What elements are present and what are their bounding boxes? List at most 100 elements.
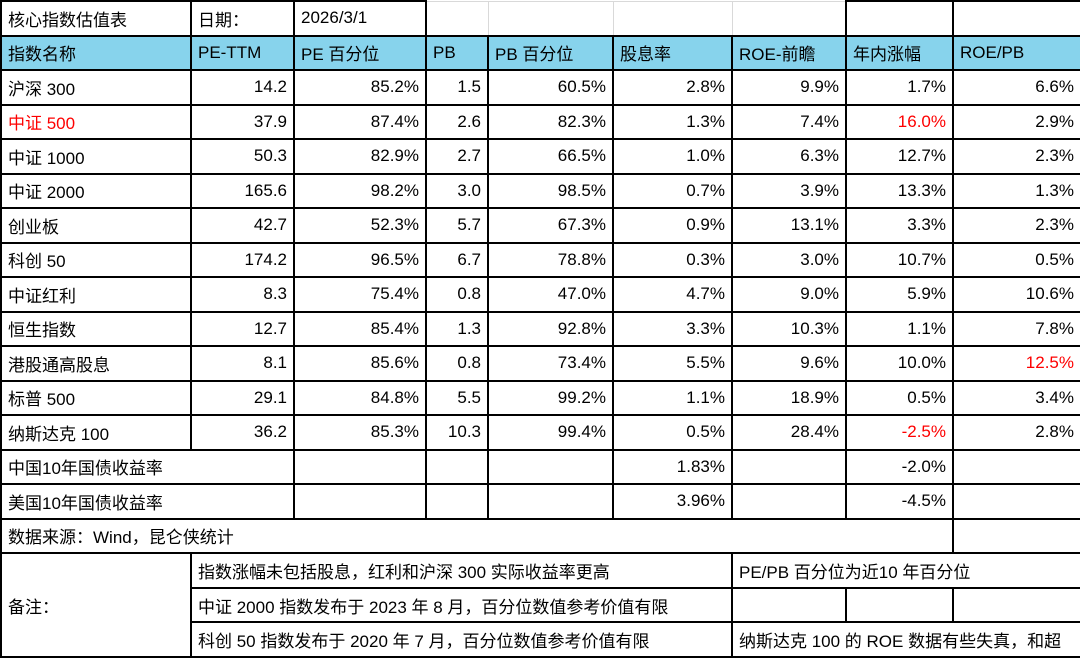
- header-pe-percentile: PE 百分位: [293, 34, 427, 72]
- date-value-cell: 2026/3/1: [293, 0, 427, 37]
- cell-pe-ttm: 8.3: [190, 276, 295, 313]
- cell-pe-ttm: 42.7: [190, 207, 295, 244]
- cell-roe-pb: 12.5%: [952, 345, 1080, 382]
- remark-note-1: 指数涨幅未包括股息，红利和沪深 300 实际收益率更高: [190, 552, 733, 589]
- cell-pb-percentile: 78.8%: [487, 241, 614, 279]
- cell-roe-pb: 2.8%: [952, 414, 1080, 451]
- cell-roe-pb: 2.3%: [952, 138, 1080, 175]
- cell-roe-forward: 9.6%: [731, 345, 847, 382]
- cell-pe-percentile: 52.3%: [293, 207, 427, 244]
- cell-pb: 1.3: [425, 310, 489, 348]
- cell-pb: 2.7: [425, 138, 489, 175]
- index-row-zz1000: 中证 1000 50.3 82.9% 2.7 66.5% 1.0% 6.3% 1…: [0, 138, 1080, 175]
- header-roe-forward: ROE-前瞻: [731, 34, 847, 72]
- index-row-hs300: 沪深 300 14.2 85.2% 1.5 60.5% 2.8% 9.9% 1.…: [0, 69, 1080, 106]
- header-ytd-change: 年内涨幅: [845, 34, 954, 72]
- remark-note-nasdaq: 纳斯达克 100 的 ROE 数据有些失真，和超: [731, 621, 1080, 658]
- cell-roe-forward: 10.3%: [731, 310, 847, 348]
- cell-pb-percentile: [487, 483, 614, 520]
- cell-dividend-yield: 0.3%: [612, 241, 733, 279]
- cell-ytd-change: 10.7%: [845, 241, 954, 279]
- cell-pe-ttm: 174.2: [190, 241, 295, 279]
- empty-cell: [425, 0, 489, 37]
- cell-pb-percentile: 66.5%: [487, 138, 614, 175]
- cell-pe-percentile: 87.4%: [293, 103, 427, 141]
- empty-cell: [952, 517, 1080, 555]
- cell-pb: 6.7: [425, 241, 489, 279]
- cell-pb-percentile: 73.4%: [487, 345, 614, 382]
- cell-pe-ttm: 12.7: [190, 310, 295, 348]
- cell-ytd-change: 10.0%: [845, 345, 954, 382]
- cell-ytd-change: 1.7%: [845, 69, 954, 106]
- empty-cell: [487, 0, 614, 37]
- cell-pb: 5.7: [425, 207, 489, 244]
- cell-roe-pb: 1.3%: [952, 172, 1080, 210]
- cell-roe-forward: [731, 483, 847, 520]
- cell-pe-ttm: 29.1: [190, 379, 295, 417]
- cell-dividend-yield: 2.8%: [612, 69, 733, 106]
- data-source-cell: 数据来源：Wind，昆仑侠统计: [0, 517, 954, 555]
- cell-pb: 3.0: [425, 172, 489, 210]
- index-row-sp500: 标普 500 29.1 84.8% 5.5 99.2% 1.1% 18.9% 0…: [0, 379, 1080, 417]
- cell-pe-percentile: 96.5%: [293, 241, 427, 279]
- cell-dividend-yield: 0.5%: [612, 414, 733, 451]
- cell-dividend-yield: 3.3%: [612, 310, 733, 348]
- empty-cell: [731, 586, 847, 624]
- cell-pb-percentile: 99.4%: [487, 414, 614, 451]
- index-row-hk-high-div: 港股通高股息 8.1 85.6% 0.8 73.4% 5.5% 9.6% 10.…: [0, 345, 1080, 382]
- cell-ytd-change: 13.3%: [845, 172, 954, 210]
- index-row-hsi: 恒生指数 12.7 85.4% 1.3 92.8% 3.3% 10.3% 1.1…: [0, 310, 1080, 348]
- cell-pb-percentile: [487, 448, 614, 486]
- cell-ytd-change: 12.7%: [845, 138, 954, 175]
- cell-roe-forward: 28.4%: [731, 414, 847, 451]
- cell-name: 标普 500: [0, 379, 192, 417]
- cell-pb: [425, 448, 489, 486]
- cell-name: 中证红利: [0, 276, 192, 313]
- empty-cell: [952, 586, 1080, 624]
- bond-row-us10y: 美国10年国债收益率 3.96% -4.5%: [0, 483, 1080, 520]
- remark-note-2: 中证 2000 指数发布于 2023 年 8 月，百分位数值参考价值有限: [190, 586, 733, 624]
- remark-note-pe-pb: PE/PB 百分位为近10 年百分位: [731, 552, 1080, 589]
- cell-roe-pb: 7.8%: [952, 310, 1080, 348]
- remark-label-cell: 备注：: [0, 552, 192, 658]
- cell-roe-pb: 2.3%: [952, 207, 1080, 244]
- cell-dividend-yield: 1.3%: [612, 103, 733, 141]
- cell-pb-percentile: 99.2%: [487, 379, 614, 417]
- cell-roe-forward: 6.3%: [731, 138, 847, 175]
- header-pb: PB: [425, 34, 489, 72]
- cell-roe-pb: 10.6%: [952, 276, 1080, 313]
- cell-pe-ttm: 165.6: [190, 172, 295, 210]
- cell-pe-ttm: 50.3: [190, 138, 295, 175]
- cell-pb: [425, 483, 489, 520]
- empty-cell: [612, 0, 733, 37]
- remark-row-2: 中证 2000 指数发布于 2023 年 8 月，百分位数值参考价值有限: [1, 586, 1080, 624]
- empty-cell: [845, 0, 954, 37]
- cell-pb-percentile: 98.5%: [487, 172, 614, 210]
- cell-name: 中证 500: [0, 103, 192, 141]
- cell-name: 美国10年国债收益率: [0, 483, 295, 520]
- cell-name: 中证 2000: [0, 172, 192, 210]
- empty-cell: [952, 0, 1080, 37]
- cell-dividend-yield: 4.7%: [612, 276, 733, 313]
- cell-roe-forward: 9.0%: [731, 276, 847, 313]
- cell-roe-forward: 3.0%: [731, 241, 847, 279]
- cell-name: 中证 1000: [0, 138, 192, 175]
- cell-pe-percentile: [293, 483, 427, 520]
- cell-pb: 0.8: [425, 276, 489, 313]
- cell-pe-ttm: 36.2: [190, 414, 295, 451]
- cell-pe-percentile: 85.3%: [293, 414, 427, 451]
- cell-pb-percentile: 47.0%: [487, 276, 614, 313]
- header-pe-ttm: PE-TTM: [190, 34, 295, 72]
- cell-name: 创业板: [0, 207, 192, 244]
- cell-pe-ttm: 14.2: [190, 69, 295, 106]
- index-row-dividend: 中证红利 8.3 75.4% 0.8 47.0% 4.7% 9.0% 5.9% …: [0, 276, 1080, 313]
- empty-cell: [731, 0, 847, 37]
- bond-row-cn10y: 中国10年国债收益率 1.83% -2.0%: [0, 448, 1080, 486]
- cell-roe-forward: 13.1%: [731, 207, 847, 244]
- cell-name: 科创 50: [0, 241, 192, 279]
- cell-ytd-change: -2.0%: [845, 448, 954, 486]
- cell-pb-percentile: 60.5%: [487, 69, 614, 106]
- cell-pe-percentile: 82.9%: [293, 138, 427, 175]
- cell-pe-percentile: 75.4%: [293, 276, 427, 313]
- cell-roe-pb: [952, 448, 1080, 486]
